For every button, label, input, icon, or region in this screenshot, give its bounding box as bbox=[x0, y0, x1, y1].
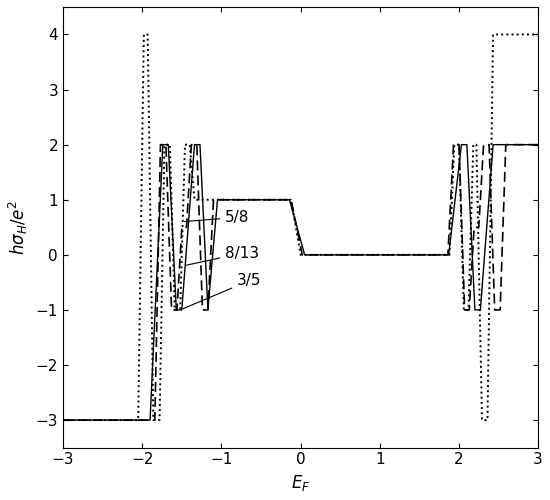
Text: 5/8: 5/8 bbox=[185, 210, 250, 225]
Y-axis label: $h\sigma_H/e^2$: $h\sigma_H/e^2$ bbox=[7, 200, 30, 255]
Text: 3/5: 3/5 bbox=[183, 273, 262, 309]
X-axis label: $E_F$: $E_F$ bbox=[291, 473, 310, 493]
Text: 8/13: 8/13 bbox=[186, 246, 260, 266]
